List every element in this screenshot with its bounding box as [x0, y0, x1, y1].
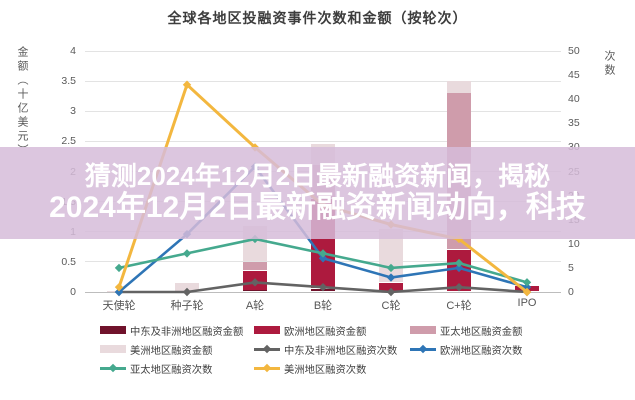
legend-label: 亚太地区融资金额 [440, 326, 523, 338]
legend-item: 亚太地区融资次数 [100, 361, 250, 376]
legend-bar-swatch [410, 326, 436, 334]
data-point-marker [454, 263, 464, 273]
legend-label: 美洲地区融资次数 [284, 364, 367, 376]
data-point-marker [522, 278, 532, 287]
right-axis-tick: 0 [568, 286, 574, 298]
legend-diamond-marker [418, 344, 428, 354]
x-axis-line [85, 292, 561, 293]
data-point-marker [386, 287, 396, 297]
legend-item: 欧洲地区融资次数 [410, 342, 523, 357]
x-axis-label: A轮 [245, 300, 265, 312]
left-axis-title: 金额（十亿美元） [16, 46, 28, 158]
legend-bar-swatch [100, 326, 126, 334]
x-axis-label: 天使轮 [102, 300, 136, 312]
legend-label: 中东及非洲地区融资次数 [284, 345, 398, 357]
grid-line [85, 141, 561, 142]
legend-label: 亚太地区融资次数 [130, 364, 213, 376]
data-point-marker [318, 282, 328, 292]
legend-diamond-marker [262, 363, 272, 373]
overlay-banner: 猜测2024年12月2日最新融资新闻，揭秘 2024年12月2日最新融资新闻动向… [0, 147, 635, 239]
left-axis-tick: 3 [70, 105, 76, 118]
grid-line [85, 111, 561, 112]
legend-item: 亚太地区融资金额 [410, 323, 523, 338]
bar-segment [447, 81, 471, 93]
data-point-marker [386, 273, 396, 282]
legend-item: 中东及非洲地区融资次数 [254, 342, 406, 357]
data-point-marker [454, 282, 464, 292]
legend-diamond-marker [262, 344, 272, 354]
bar-segment [175, 282, 199, 292]
data-point-marker [318, 249, 328, 258]
legend-bar-swatch [100, 345, 126, 353]
data-point-marker [182, 287, 192, 297]
x-axis-label: 种子轮 [170, 300, 204, 312]
data-point-marker [114, 287, 124, 297]
left-axis-tick: 0 [70, 286, 76, 298]
legend-label: 欧洲地区融资次数 [440, 345, 523, 357]
data-point-marker [114, 282, 124, 292]
grid-line [85, 81, 561, 82]
data-point-marker [182, 80, 192, 89]
bar-segment [243, 261, 267, 271]
right-axis-tick: 5 [568, 261, 574, 274]
legend: 中东及非洲地区融资金额 欧洲地区融资金额 亚太地区融资金额美洲地区融资金额 中东及非洲… [100, 323, 523, 376]
left-axis-tick: 3.5 [61, 75, 76, 88]
x-axis-label: B轮 [313, 300, 333, 312]
data-point-marker [114, 263, 124, 273]
legend-item: 美洲地区融资次数 [254, 361, 406, 376]
bar-segment [243, 290, 267, 292]
x-axis-label: IPO [517, 297, 537, 309]
data-point-marker [386, 263, 396, 273]
legend-item: 中东及非洲地区融资金额 [100, 323, 250, 338]
right-axis-title: 次数 [603, 50, 615, 78]
right-axis-tick: 45 [568, 69, 580, 82]
legend-diamond-marker [108, 363, 118, 373]
legend-label: 美洲地区融资金额 [130, 345, 213, 357]
legend-line-swatch [254, 363, 280, 373]
left-axis-tick: 4 [70, 45, 76, 57]
legend-label: 欧洲地区融资金额 [284, 326, 367, 338]
data-point-marker [522, 287, 532, 297]
legend-line-swatch [410, 344, 436, 354]
grid-line [85, 51, 561, 52]
data-point-marker [318, 254, 328, 263]
left-axis-tick: 0.5 [61, 255, 76, 268]
legend-label: 中东及非洲地区融资金额 [130, 326, 244, 338]
right-axis-tick: 40 [568, 93, 580, 106]
overlay-text-line2: 2024年12月2日最新融资新闻动向，科技 [49, 190, 586, 224]
legend-line-swatch [100, 363, 126, 373]
data-point-marker [182, 249, 192, 258]
legend-item: 欧洲地区融资金额 [254, 323, 406, 338]
left-axis-tick: 2.5 [61, 135, 76, 148]
x-axis-label: C+轮 [446, 300, 472, 312]
right-axis-tick: 50 [568, 45, 580, 57]
bar-segment [379, 282, 403, 292]
x-axis-label: C轮 [381, 300, 401, 312]
data-point-marker [454, 258, 464, 268]
right-axis-tick: 35 [568, 117, 580, 130]
right-axis-tick: 10 [568, 237, 580, 250]
legend-line-swatch [254, 344, 280, 354]
chart-title: 全球各地区投融资事件次数和金额（按轮次） [167, 10, 468, 26]
legend-item: 美洲地区融资金额 [100, 342, 250, 357]
legend-bar-swatch [254, 326, 280, 334]
data-point-marker [250, 278, 260, 287]
overlay-text-line1: 猜测2024年12月2日最新融资新闻，揭秘 [84, 160, 551, 191]
